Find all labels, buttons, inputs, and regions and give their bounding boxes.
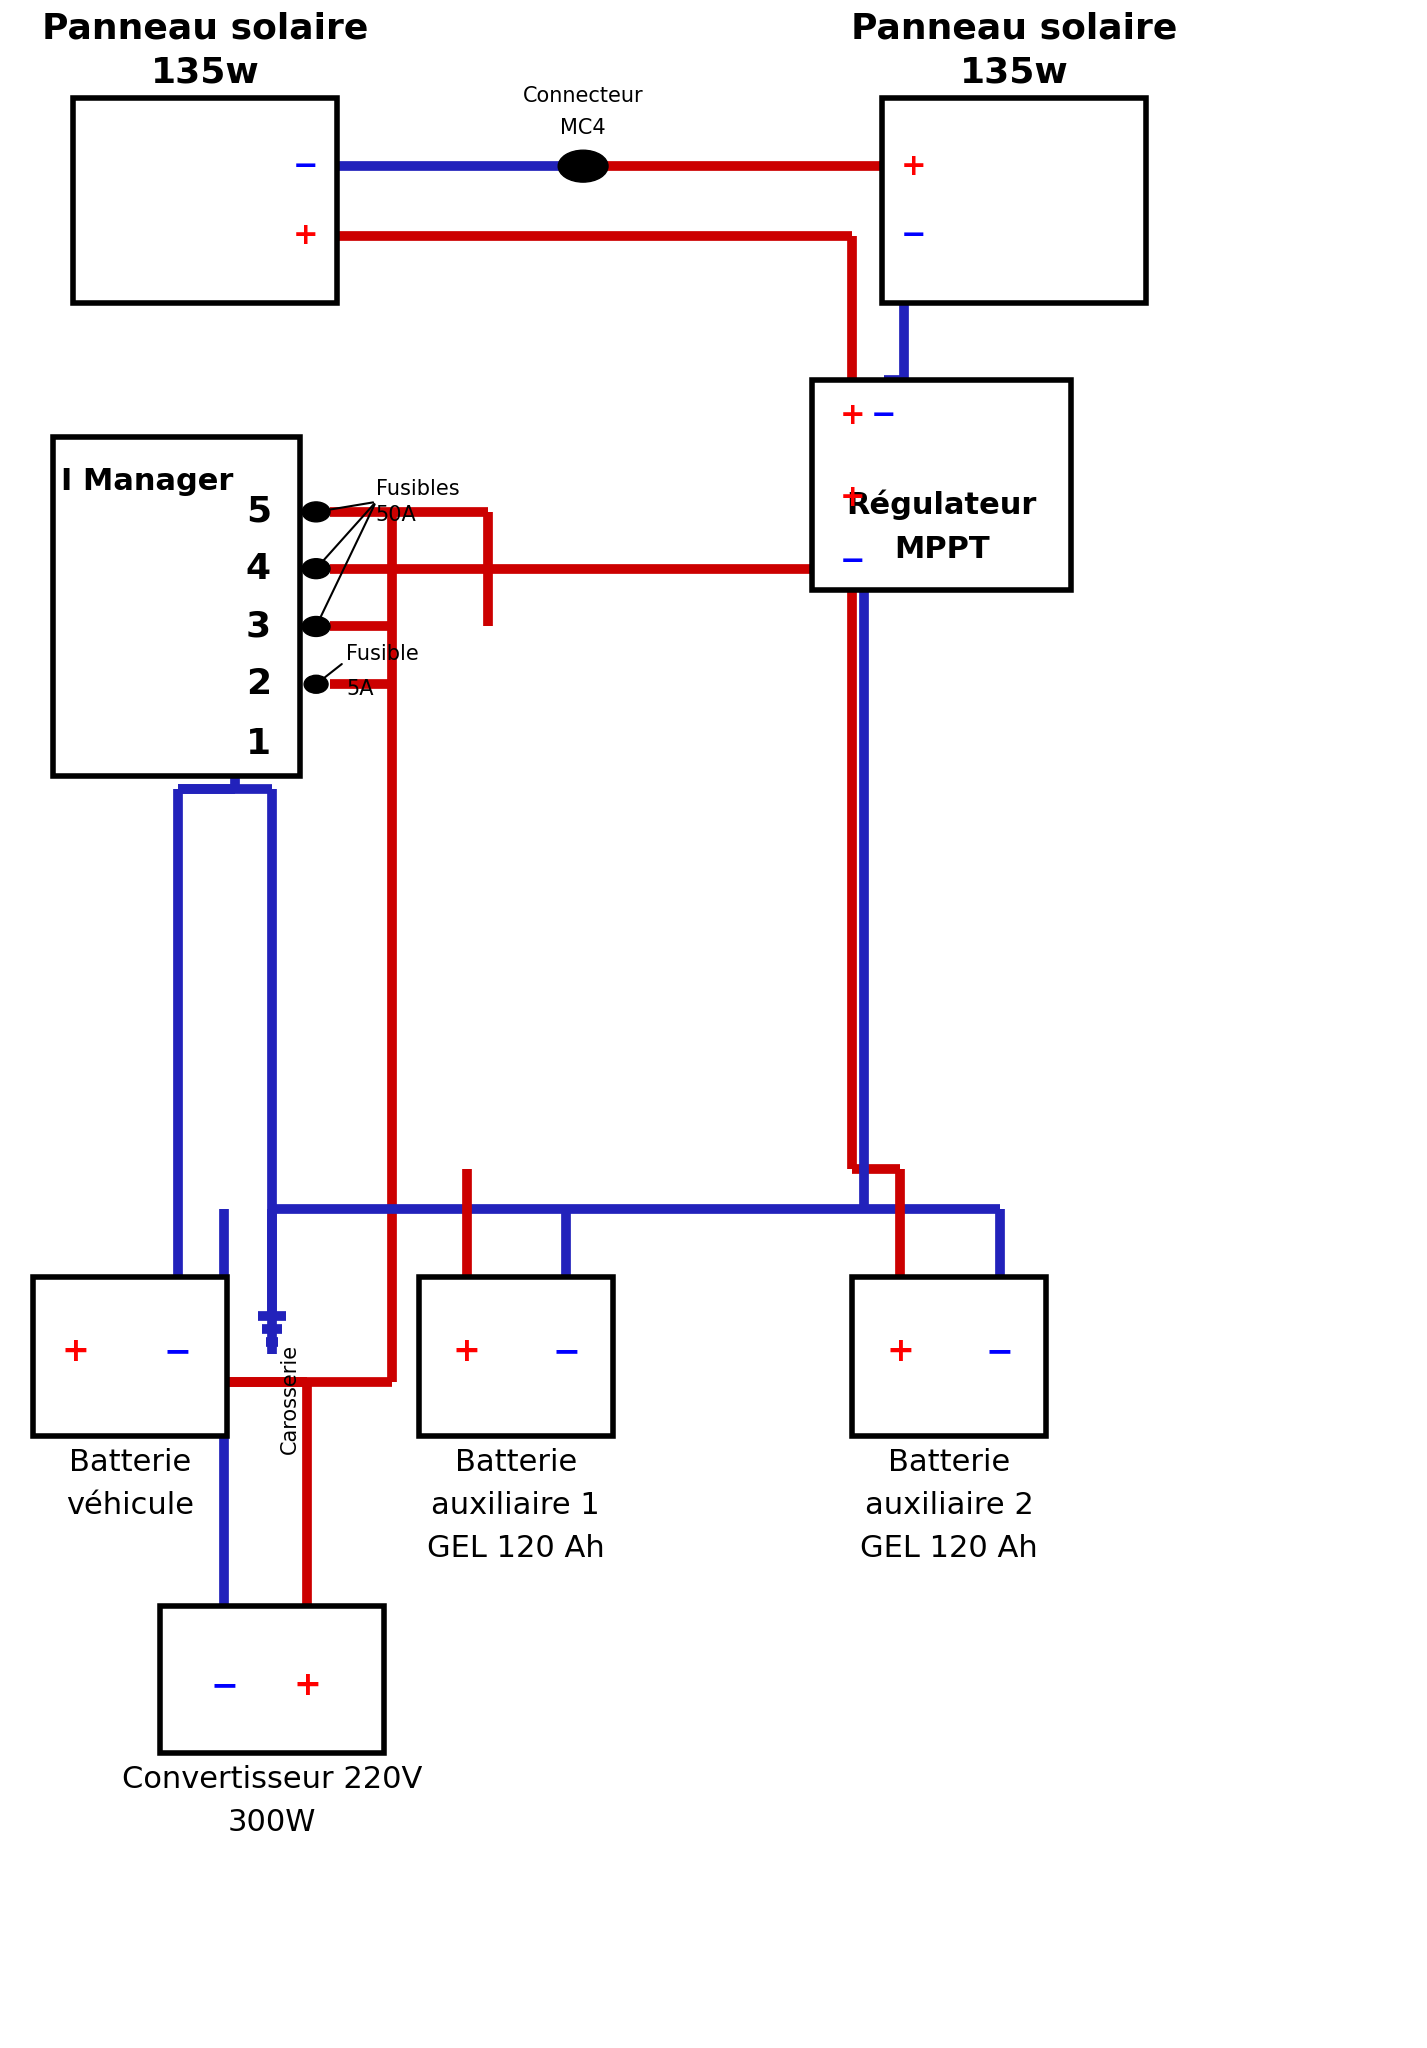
Text: −: − [210,1669,238,1702]
Text: 135w: 135w [151,55,260,90]
Text: Régulateur: Régulateur [846,489,1037,520]
Text: auxiliaire 2: auxiliaire 2 [865,1491,1033,1520]
Text: GEL 120 Ah: GEL 120 Ah [860,1534,1037,1563]
Text: Batterie: Batterie [455,1448,577,1477]
Text: +: + [839,483,865,512]
Text: Panneau solaire: Panneau solaire [850,12,1177,45]
Text: +: + [293,221,318,250]
Bar [53,436,300,776]
Text: +: + [839,401,865,430]
Text: I Manager: I Manager [61,467,234,496]
Text: +: + [61,1335,88,1368]
Text: MC4: MC4 [561,119,606,139]
Text: Panneau solaire: Panneau solaire [41,12,368,45]
Text: GEL 120 Ah: GEL 120 Ah [427,1534,605,1563]
Text: −: − [293,152,318,180]
Ellipse shape [303,502,330,522]
Text: 2: 2 [245,668,271,700]
Text: −: − [552,1335,581,1368]
Text: −: − [900,221,926,250]
Bar [882,98,1146,303]
Text: véhicule: véhicule [66,1491,194,1520]
Text: −: − [164,1335,191,1368]
Bar [852,1278,1046,1436]
Text: Batterie: Batterie [888,1448,1010,1477]
Text: Batterie: Batterie [68,1448,191,1477]
Text: 135w: 135w [959,55,1069,90]
Bar [418,1278,614,1436]
Text: −: − [872,401,896,430]
Bar [33,1278,227,1436]
Text: MPPT: MPPT [893,535,989,565]
Bar [812,381,1072,590]
Ellipse shape [304,676,328,692]
Ellipse shape [558,150,608,182]
Text: 3: 3 [245,610,271,643]
Text: Carosserie: Carosserie [280,1343,300,1454]
Bar [73,98,337,303]
Text: 300W: 300W [227,1808,315,1837]
Text: Connecteur: Connecteur [522,86,644,106]
Text: Fusible: Fusible [345,645,418,664]
Text: Convertisseur 220V: Convertisseur 220V [121,1765,422,1794]
Ellipse shape [303,559,330,580]
Ellipse shape [303,616,330,637]
Text: −: − [986,1335,1013,1368]
Text: 4: 4 [245,551,271,586]
Text: −: − [839,547,865,575]
Text: +: + [293,1669,321,1702]
Text: 5A: 5A [345,680,374,698]
Text: +: + [900,152,926,180]
Bar [160,1606,384,1753]
Text: +: + [452,1335,481,1368]
Text: 5: 5 [245,496,271,528]
Text: 1: 1 [245,727,271,762]
Text: Fusibles: Fusibles [375,479,459,500]
Text: +: + [886,1335,913,1368]
Text: 50A: 50A [375,506,417,524]
Text: auxiliaire 1: auxiliaire 1 [431,1491,601,1520]
